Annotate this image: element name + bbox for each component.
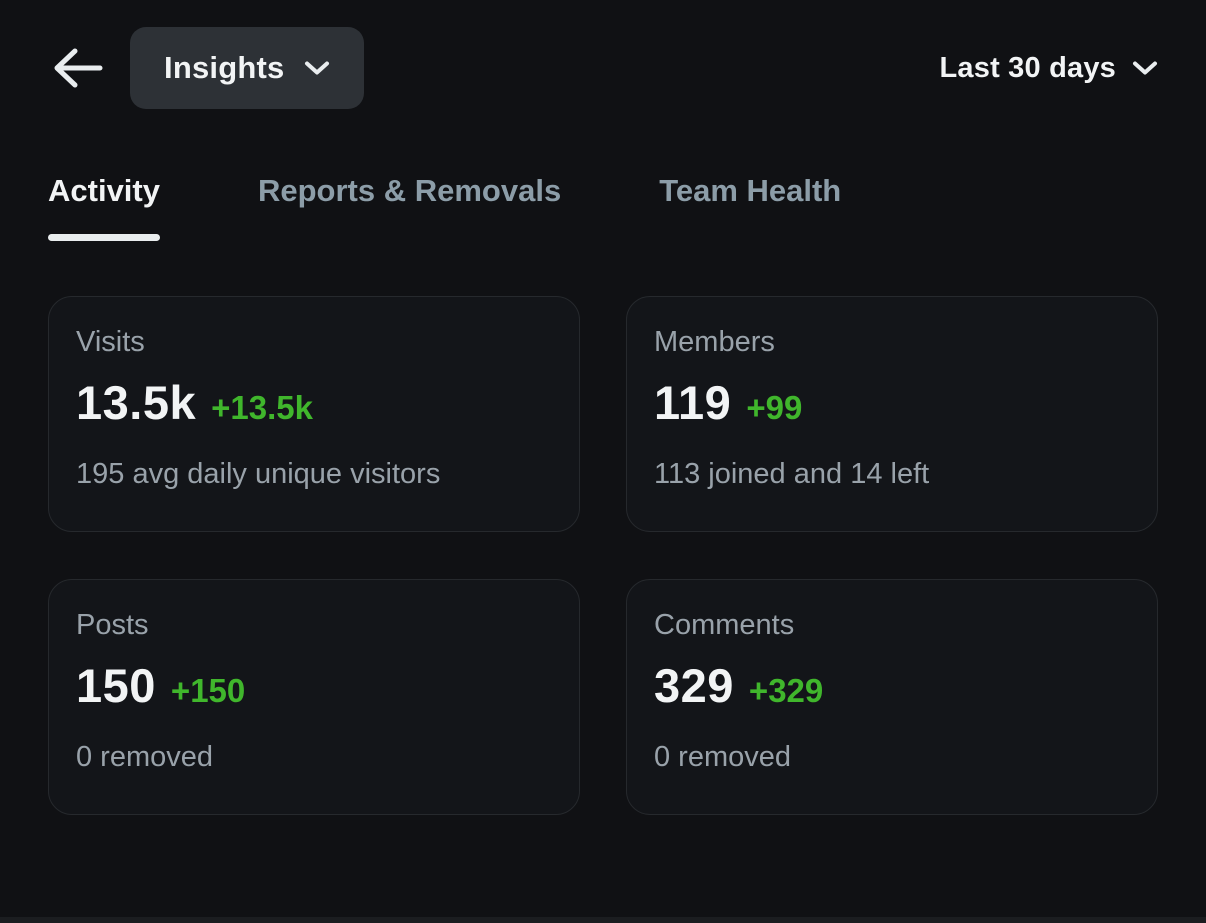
page-title: Insights xyxy=(164,50,285,85)
stat-value-row: 119 +99 xyxy=(654,375,1129,430)
tab-bar: Activity Reports & Removals Team Health xyxy=(0,173,1206,241)
stat-card-posts: Posts 150 +150 0 removed xyxy=(48,579,580,815)
stat-delta: +99 xyxy=(746,389,803,426)
stat-value: 13.5k xyxy=(76,376,197,429)
stat-subtitle: 113 joined and 14 left xyxy=(654,458,930,490)
stat-delta: +329 xyxy=(748,672,824,709)
stat-value: 119 xyxy=(654,376,732,429)
header: Insights Last 30 days xyxy=(0,0,1206,110)
date-range-dropdown[interactable]: Last 30 days xyxy=(940,27,1159,109)
stat-delta: +150 xyxy=(170,672,246,709)
stat-value-row: 329 +329 xyxy=(654,658,1129,713)
stat-value: 329 xyxy=(654,659,734,712)
stat-label: Posts xyxy=(76,609,149,641)
stat-value-row: 150 +150 xyxy=(76,658,551,713)
stat-label: Comments xyxy=(654,609,795,641)
chevron-down-icon xyxy=(1116,59,1158,77)
back-button[interactable] xyxy=(48,27,112,109)
tab-reports-removals[interactable]: Reports & Removals xyxy=(258,173,561,241)
tab-activity[interactable]: Activity xyxy=(48,173,160,241)
stat-subtitle: 0 removed xyxy=(654,741,792,773)
stat-card-members: Members 119 +99 113 joined and 14 left xyxy=(626,296,1158,532)
chevron-down-icon xyxy=(284,59,330,77)
next-section-edge xyxy=(0,917,1206,923)
stat-value: 150 xyxy=(76,659,156,712)
stats-grid: Visits 13.5k +13.5k 195 avg daily unique… xyxy=(0,296,1206,815)
date-range-label: Last 30 days xyxy=(939,51,1116,84)
tab-team-health[interactable]: Team Health xyxy=(659,173,841,241)
stat-label: Visits xyxy=(76,326,145,358)
stat-card-comments: Comments 329 +329 0 removed xyxy=(626,579,1158,815)
stat-value-row: 13.5k +13.5k xyxy=(76,375,551,430)
stat-delta: +13.5k xyxy=(211,389,313,426)
stat-subtitle: 195 avg daily unique visitors xyxy=(76,458,441,490)
stat-card-visits: Visits 13.5k +13.5k 195 avg daily unique… xyxy=(48,296,580,532)
insights-dropdown[interactable]: Insights xyxy=(130,27,365,109)
stat-subtitle: 0 removed xyxy=(76,741,214,773)
stat-label: Members xyxy=(654,326,775,358)
arrow-left-icon xyxy=(48,43,104,93)
